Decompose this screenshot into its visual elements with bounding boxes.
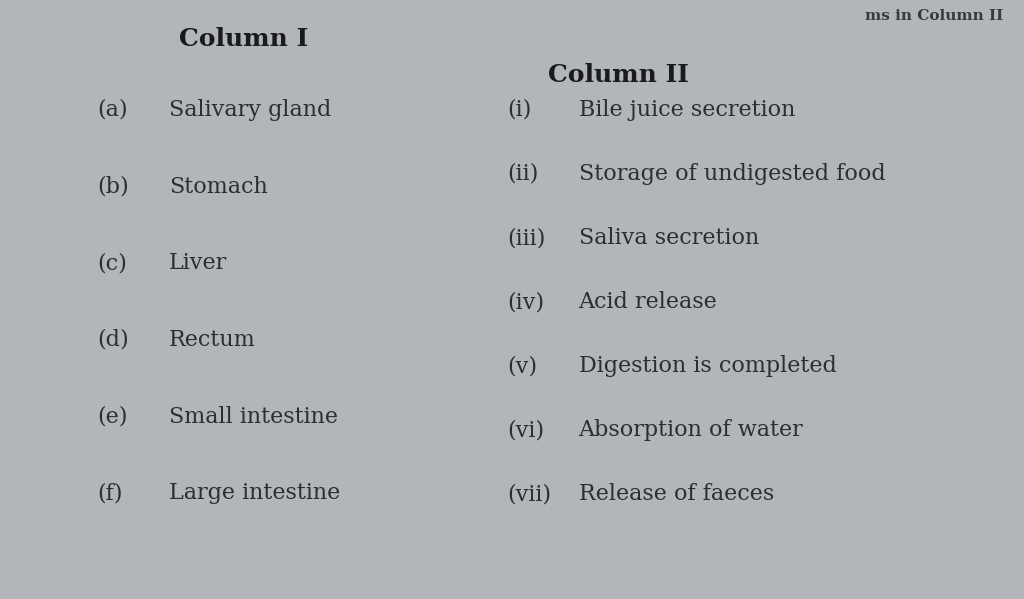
Text: Digestion is completed: Digestion is completed [579, 355, 837, 377]
Text: (iv): (iv) [507, 291, 544, 313]
Text: (d): (d) [97, 329, 129, 351]
Text: Column I: Column I [179, 27, 308, 51]
Text: (a): (a) [97, 99, 128, 121]
Text: (vii): (vii) [507, 483, 551, 506]
Text: Stomach: Stomach [169, 176, 267, 198]
Text: Acid release: Acid release [579, 291, 717, 313]
Text: (ii): (ii) [507, 163, 539, 185]
Text: (v): (v) [507, 355, 537, 377]
Text: Storage of undigested food: Storage of undigested food [579, 163, 886, 185]
Text: Release of faeces: Release of faeces [579, 483, 774, 506]
Text: Rectum: Rectum [169, 329, 256, 351]
Text: (vi): (vi) [507, 419, 544, 441]
Text: ms in Column II: ms in Column II [865, 9, 1004, 23]
Text: (e): (e) [97, 406, 128, 428]
Text: Salivary gland: Salivary gland [169, 99, 332, 121]
Text: Absorption of water: Absorption of water [579, 419, 803, 441]
Text: (c): (c) [97, 252, 127, 274]
Text: Saliva secretion: Saliva secretion [579, 227, 759, 249]
Text: Small intestine: Small intestine [169, 406, 338, 428]
Text: Column II: Column II [548, 63, 689, 87]
Text: (b): (b) [97, 176, 129, 198]
Text: Large intestine: Large intestine [169, 482, 340, 504]
Text: Bile juice secretion: Bile juice secretion [579, 99, 795, 121]
Text: Liver: Liver [169, 252, 227, 274]
Text: (iii): (iii) [507, 227, 545, 249]
Text: (i): (i) [507, 99, 531, 121]
Text: (f): (f) [97, 482, 123, 504]
